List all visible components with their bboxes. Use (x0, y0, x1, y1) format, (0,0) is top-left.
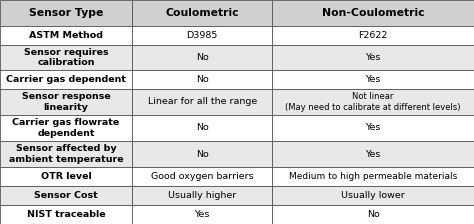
Bar (272, 115, 474, 141)
Text: OTR level: OTR level (41, 172, 91, 181)
Bar (272, 141, 474, 167)
Bar (272, 0, 474, 26)
Bar (0, 141, 132, 167)
Bar (0, 88, 132, 115)
Text: Yes: Yes (365, 53, 381, 62)
Text: Sensor affected by
ambient temperature: Sensor affected by ambient temperature (9, 144, 123, 164)
Text: Not linear
(May need to calibrate at different levels): Not linear (May need to calibrate at dif… (285, 92, 461, 112)
Text: Good oxygen barriers: Good oxygen barriers (151, 172, 254, 181)
Bar (0, 0, 132, 26)
Text: NIST traceable: NIST traceable (27, 210, 105, 219)
Bar (0, 205, 132, 224)
Text: Sensor requires
calibration: Sensor requires calibration (24, 47, 109, 67)
Text: No: No (196, 123, 209, 132)
Bar (0, 167, 132, 186)
Text: Yes: Yes (194, 210, 210, 219)
Bar (272, 205, 474, 224)
Bar (132, 26, 272, 45)
Bar (132, 205, 272, 224)
Bar (132, 45, 272, 70)
Text: No: No (196, 150, 209, 159)
Bar (272, 88, 474, 115)
Bar (272, 45, 474, 70)
Bar (132, 70, 272, 88)
Text: Sensor Type: Sensor Type (29, 8, 103, 18)
Bar (272, 167, 474, 186)
Bar (272, 70, 474, 88)
Bar (132, 167, 272, 186)
Text: F2622: F2622 (358, 31, 388, 40)
Text: Coulometric: Coulometric (165, 8, 239, 18)
Bar (0, 115, 132, 141)
Bar (132, 115, 272, 141)
Bar (0, 70, 132, 88)
Text: No: No (196, 53, 209, 62)
Bar (132, 88, 272, 115)
Text: Usually higher: Usually higher (168, 191, 236, 200)
Text: D3985: D3985 (186, 31, 218, 40)
Text: ASTM Method: ASTM Method (29, 31, 103, 40)
Text: Carrier gas dependent: Carrier gas dependent (6, 75, 126, 84)
Bar (0, 26, 132, 45)
Text: Carrier gas flowrate
dependent: Carrier gas flowrate dependent (12, 118, 120, 138)
Bar (132, 186, 272, 205)
Text: No: No (367, 210, 379, 219)
Bar (132, 141, 272, 167)
Text: Sensor response
linearity: Sensor response linearity (22, 92, 110, 112)
Bar (0, 45, 132, 70)
Text: Yes: Yes (365, 150, 381, 159)
Text: Non-Coulometric: Non-Coulometric (322, 8, 424, 18)
Bar (132, 0, 272, 26)
Text: Linear for all the range: Linear for all the range (147, 97, 257, 106)
Text: No: No (196, 75, 209, 84)
Text: Sensor Cost: Sensor Cost (34, 191, 98, 200)
Text: Yes: Yes (365, 75, 381, 84)
Text: Yes: Yes (365, 123, 381, 132)
Bar (272, 26, 474, 45)
Text: Medium to high permeable materials: Medium to high permeable materials (289, 172, 457, 181)
Text: Usually lower: Usually lower (341, 191, 405, 200)
Bar (0, 186, 132, 205)
Bar (272, 186, 474, 205)
